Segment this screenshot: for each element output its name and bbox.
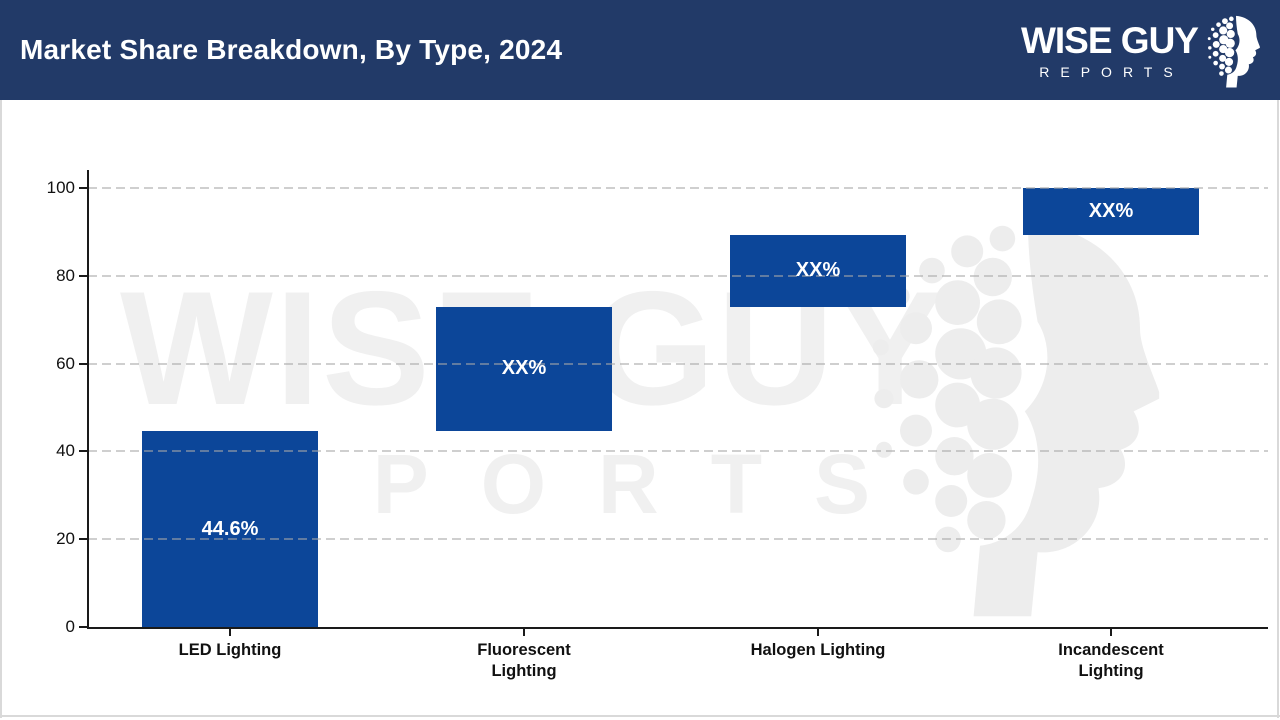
logo-wordmark: WISE GUY bbox=[1020, 20, 1199, 61]
y-axis-tick bbox=[79, 274, 88, 277]
x-axis-label: Fluorescent Lighting bbox=[404, 640, 644, 682]
y-tick-label: 100 bbox=[46, 178, 75, 197]
y-axis-tick bbox=[79, 450, 88, 453]
y-tick-label: 60 bbox=[56, 353, 75, 373]
bar-led-lighting bbox=[142, 431, 318, 627]
gridline-y20 bbox=[88, 538, 1268, 541]
wiseguy-head-icon bbox=[1204, 14, 1268, 90]
x-axis-label-line: Halogen Lighting bbox=[750, 641, 886, 659]
x-axis-label: Halogen Lighting bbox=[698, 640, 938, 661]
y-tick-label: 0 bbox=[65, 617, 75, 636]
y-axis-tick bbox=[79, 187, 88, 189]
x-axis-tick bbox=[1110, 629, 1112, 636]
logo-subtext: REPORTS bbox=[1039, 64, 1184, 80]
page-border-left bbox=[0, 100, 2, 718]
x-axis-label: LED Lighting bbox=[110, 640, 350, 661]
bar-value-label: XX% bbox=[501, 357, 547, 380]
y-axis-line bbox=[87, 170, 89, 629]
bar-value-label: XX% bbox=[795, 259, 841, 282]
x-axis-label-line: Fluorescent bbox=[477, 641, 571, 659]
y-axis-tick bbox=[79, 362, 88, 365]
logo-text: WISE GUY REPORTS bbox=[1020, 20, 1199, 80]
wiseguy-logo: WISE GUY REPORTS bbox=[1020, 8, 1270, 94]
bar-fluorescent-lighting bbox=[436, 306, 612, 432]
y-axis-tick bbox=[79, 538, 88, 541]
bar-value-label: XX% bbox=[1088, 199, 1134, 222]
bar-value-label: 44.6% bbox=[201, 517, 259, 540]
page-border-bottom bbox=[0, 715, 1280, 717]
bar-halogen-lighting bbox=[730, 234, 906, 307]
x-axis-line bbox=[87, 627, 1268, 629]
x-axis-label-line: Incandescent bbox=[1058, 641, 1164, 659]
x-axis-label-line: Lighting bbox=[1078, 662, 1144, 680]
y-tick-label: 40 bbox=[56, 441, 75, 461]
gridline-y100 bbox=[88, 187, 1268, 189]
x-axis-tick bbox=[817, 629, 819, 636]
y-axis-tick bbox=[79, 626, 88, 628]
x-axis-tick bbox=[523, 629, 525, 636]
x-axis-label-line: Lighting bbox=[491, 662, 557, 680]
x-axis-label: Incandescent Lighting bbox=[991, 640, 1231, 682]
bar-incandescent-lighting bbox=[1023, 188, 1199, 235]
gridline-y40 bbox=[88, 450, 1268, 453]
page-title: Market Share Breakdown, By Type, 2024 bbox=[20, 34, 563, 65]
y-tick-label: 20 bbox=[56, 529, 75, 549]
x-axis-label-line: LED Lighting bbox=[178, 641, 282, 659]
header-bar: Market Share Breakdown, By Type, 2024 WI… bbox=[0, 0, 1280, 100]
gridline-y80 bbox=[88, 274, 1268, 277]
y-tick-label: 80 bbox=[56, 265, 75, 285]
page-border-right bbox=[1277, 100, 1279, 718]
gridline-y60 bbox=[88, 362, 1268, 365]
x-axis-tick bbox=[229, 629, 231, 636]
